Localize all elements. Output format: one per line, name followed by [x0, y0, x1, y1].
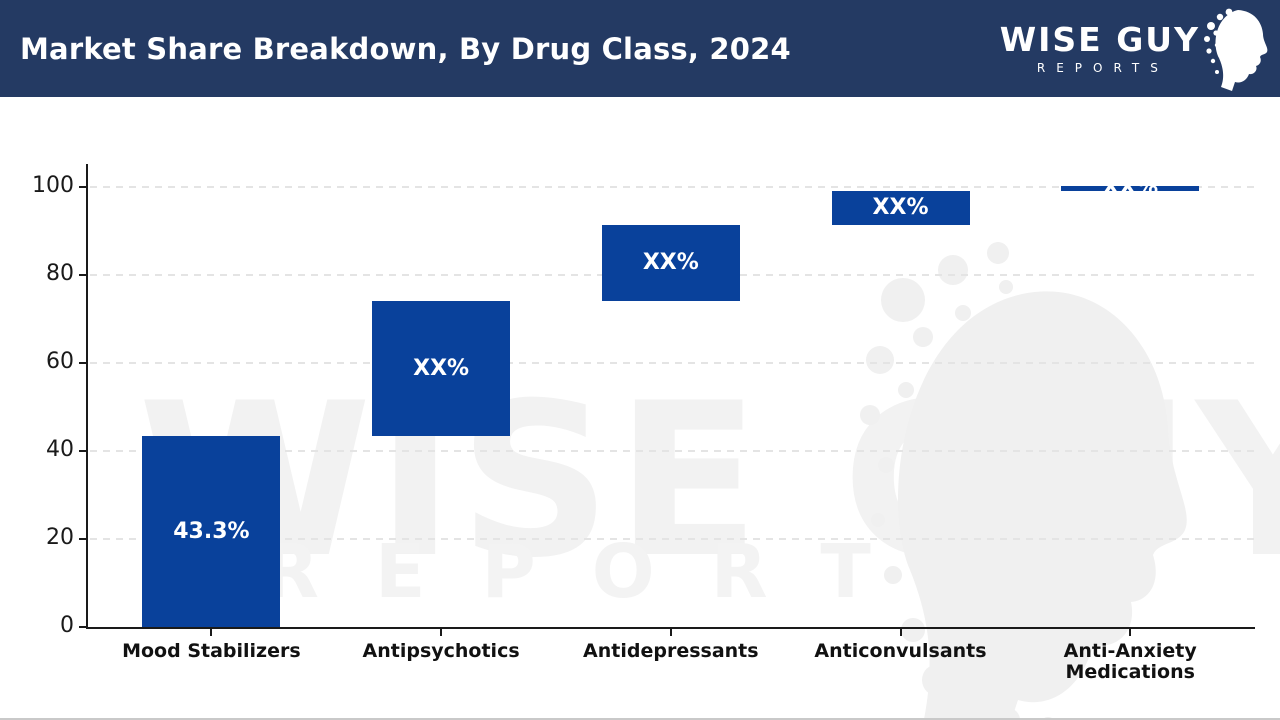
y-tick-label: 20 — [46, 524, 74, 550]
bar-segment — [372, 300, 511, 437]
bar-segment — [1061, 185, 1200, 192]
x-category-label: Antidepressants — [583, 640, 759, 662]
bar-value-label: XX% — [872, 195, 929, 221]
y-tick-label: 60 — [46, 348, 74, 374]
y-tick-label: 0 — [60, 613, 74, 638]
page-title: Market Share Breakdown, By Drug Class, 2… — [20, 31, 791, 66]
header: Market Share Breakdown, By Drug Class, 2… — [0, 0, 1280, 97]
bar-value-label: XX% — [1102, 175, 1159, 201]
y-axis-line — [86, 164, 88, 629]
x-tick-mark — [210, 629, 213, 636]
y-gridline — [90, 361, 1255, 364]
y-tick-mark — [79, 185, 88, 188]
x-category-label: Antipsychotics — [362, 640, 520, 662]
y-tick-mark — [79, 626, 88, 628]
x-category-label: Anti-Anxiety Medications — [1063, 640, 1197, 683]
x-tick-mark — [899, 629, 902, 636]
y-tick-mark — [79, 273, 88, 276]
x-tick-mark — [669, 629, 672, 636]
bar-value-label: XX% — [642, 250, 699, 276]
y-tick-mark — [79, 537, 88, 540]
x-tick-mark — [1129, 629, 1132, 636]
chart-area: WISE GUY REPORTS 0 20 40 60 80 100 43.3% Mood S… — [0, 97, 1280, 718]
y-tick-label: 80 — [46, 260, 74, 286]
logo-head-icon — [1204, 8, 1268, 91]
y-tick-label: 100 — [32, 172, 74, 198]
x-category-label: Mood Stabilizers — [122, 640, 301, 662]
logo-wordmark: WISE GUY — [999, 19, 1200, 59]
y-gridline — [90, 449, 1255, 452]
bar-value-label: XX% — [413, 355, 470, 381]
bar-segment — [142, 436, 281, 627]
bar-value-label: 43.3% — [173, 518, 250, 544]
x-axis-line — [86, 627, 1255, 629]
wiseguy-logo: WISE GUY REPORTS — [1000, 6, 1274, 92]
y-tick-mark — [79, 449, 88, 452]
y-tick-label: 40 — [46, 436, 74, 462]
y-tick-mark — [79, 361, 88, 364]
y-gridline — [90, 537, 1255, 540]
watermark-head-icon — [860, 242, 1187, 718]
bar-segment — [831, 191, 970, 226]
bar-segment — [601, 225, 740, 301]
logo-subtitle: REPORTS — [1036, 60, 1169, 75]
logo-text: WISE GUY REPORTS — [1000, 23, 1200, 75]
x-category-label: Anticonvulsants — [814, 640, 987, 662]
y-gridline — [90, 185, 1255, 188]
x-tick-mark — [440, 629, 443, 636]
watermark-subtitle: REPORTS — [262, 529, 1037, 615]
